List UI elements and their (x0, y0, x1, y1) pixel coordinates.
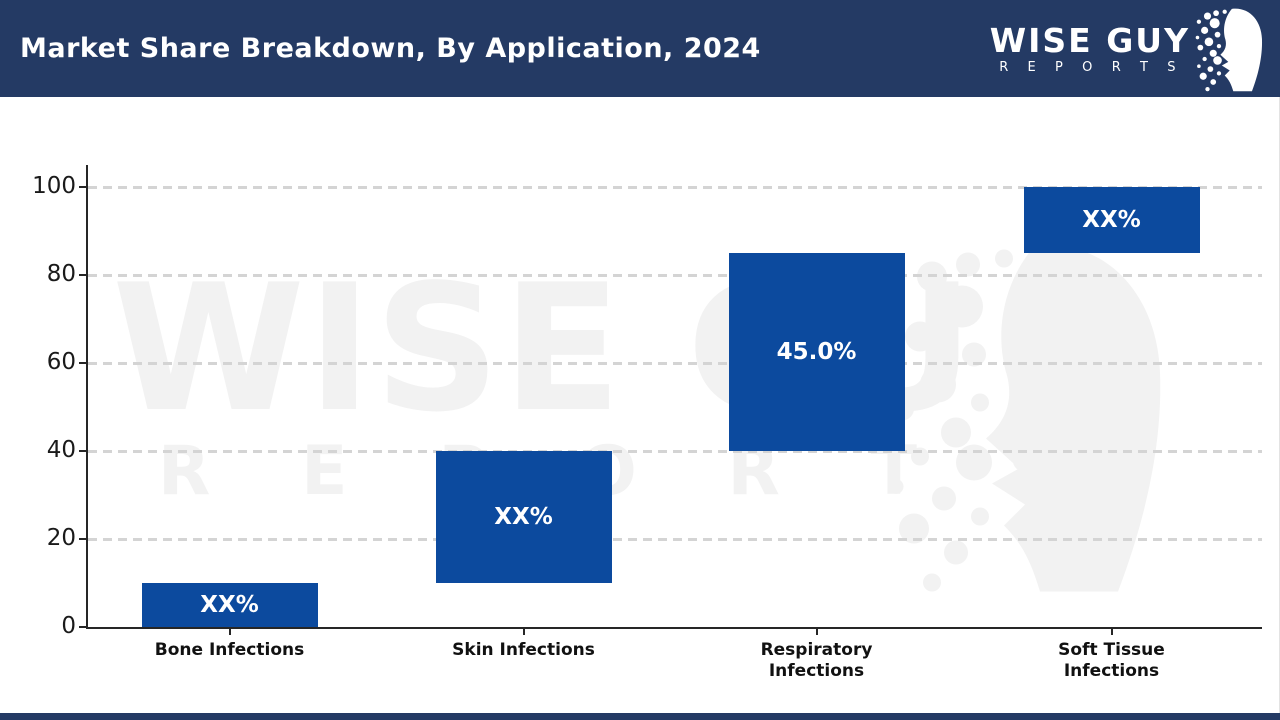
y-axis-tick-label: 60 (46, 349, 76, 375)
y-axis-tick-mark (79, 362, 88, 364)
bar-segment: XX% (1023, 187, 1200, 253)
bar-segment: XX% (141, 583, 318, 627)
bar-segment: 45.0% (728, 253, 905, 451)
x-axis-tick-mark (228, 628, 231, 635)
footer-bar (0, 713, 1280, 720)
x-axis-tick-mark (1110, 628, 1113, 635)
y-axis-tick-mark (79, 274, 88, 276)
logo-subtitle: R E P O R T S (999, 59, 1185, 75)
x-axis-tick-mark (522, 628, 525, 635)
y-axis-tick-mark (79, 186, 88, 188)
dotted-head-logo-icon (1192, 6, 1266, 92)
bar-value-label: XX% (494, 504, 553, 530)
x-axis-category-label: Bone Infections (154, 640, 305, 660)
y-axis-tick-label: 40 (46, 437, 76, 463)
y-gridline (88, 362, 1262, 365)
x-axis-category-label: Respiratory Infections (760, 640, 873, 682)
y-axis-tick-mark (79, 450, 88, 452)
y-gridline (88, 538, 1262, 541)
y-axis-tick-label: 20 (46, 525, 76, 551)
bar-value-label: XX% (1082, 207, 1141, 233)
y-axis-line (86, 165, 88, 629)
x-axis-line (86, 627, 1262, 629)
bar-segment: XX% (435, 451, 612, 583)
header-bar: Market Share Breakdown, By Application, … (0, 0, 1280, 97)
page-title: Market Share Breakdown, By Application, … (20, 33, 761, 64)
y-axis-tick-label: 100 (32, 173, 76, 199)
y-gridline (88, 186, 1262, 189)
y-axis-tick-mark (79, 538, 88, 540)
x-axis-tick-mark (815, 628, 818, 635)
logo-wordmark: WISE GUY (989, 20, 1190, 60)
y-gridline (88, 450, 1262, 453)
x-axis-category-label: Soft Tissue Infections (1058, 640, 1165, 682)
bar-value-label: XX% (200, 592, 259, 618)
y-axis-tick-label: 80 (46, 261, 76, 287)
y-axis-tick-label: 0 (61, 613, 76, 639)
x-axis-category-label: Skin Infections (452, 640, 595, 660)
wise-guy-reports-logo: WISE GUY R E P O R T S (990, 6, 1266, 92)
y-axis-tick-mark (79, 626, 88, 628)
y-gridline (88, 274, 1262, 277)
bar-value-label: 45.0% (776, 339, 857, 365)
